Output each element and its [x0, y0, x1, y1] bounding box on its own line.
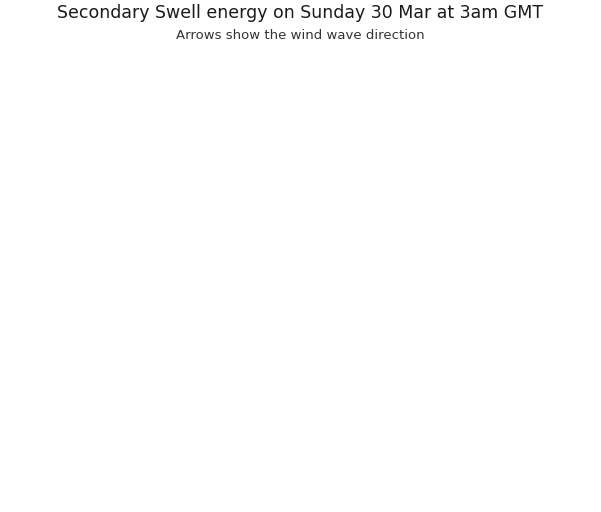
Text: Arrows show the wind wave direction: Arrows show the wind wave direction — [176, 29, 425, 41]
Text: Secondary Swell energy on Sunday 30 Mar at 3am GMT: Secondary Swell energy on Sunday 30 Mar … — [58, 4, 543, 22]
